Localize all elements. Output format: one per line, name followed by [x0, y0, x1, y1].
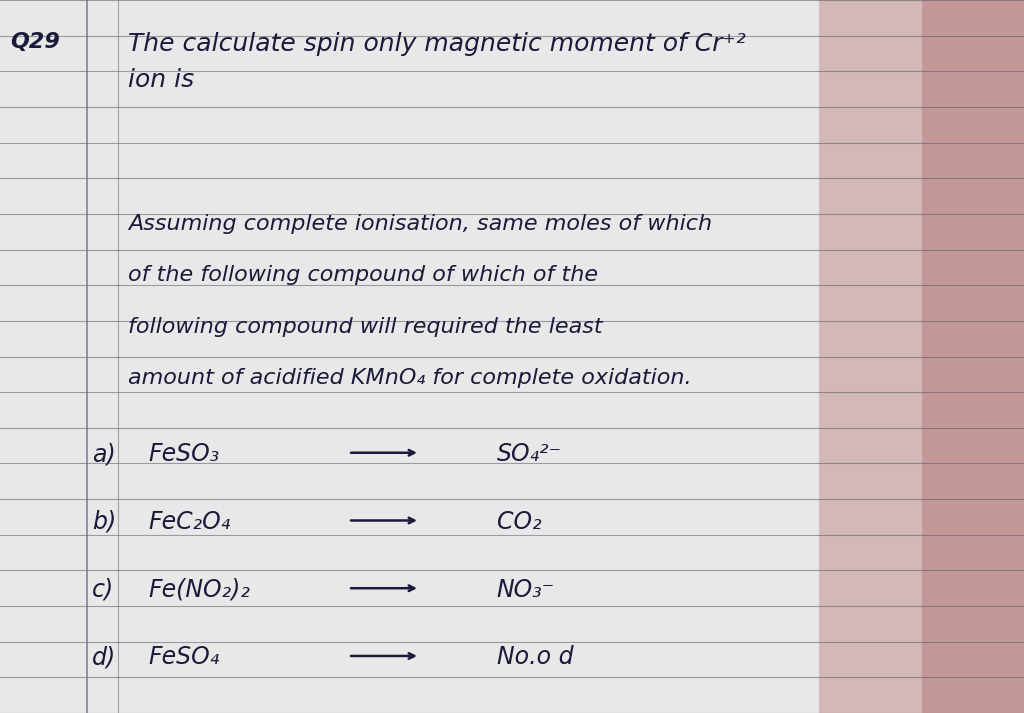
Text: c): c) — [92, 578, 115, 602]
Text: No.o d: No.o d — [497, 645, 573, 670]
Bar — [819, 0, 1024, 713]
Text: following compound will required the least: following compound will required the lea… — [128, 317, 603, 337]
Bar — [922, 0, 1024, 713]
Text: ion is: ion is — [128, 68, 195, 92]
Text: Q29: Q29 — [10, 32, 60, 52]
Text: NO₃⁻: NO₃⁻ — [497, 578, 555, 602]
Text: Fe(NO₂)₂: Fe(NO₂)₂ — [148, 578, 250, 602]
Text: amount of acidified KMnO₄ for complete oxidation.: amount of acidified KMnO₄ for complete o… — [128, 368, 691, 388]
Text: of the following compound of which of the: of the following compound of which of th… — [128, 265, 598, 285]
Text: a): a) — [92, 442, 116, 466]
Text: d): d) — [92, 645, 117, 670]
Text: CO₂: CO₂ — [497, 510, 542, 534]
Text: The calculate spin only magnetic moment of Cr⁺²: The calculate spin only magnetic moment … — [128, 32, 745, 56]
Text: Assuming complete ionisation, same moles of which: Assuming complete ionisation, same moles… — [128, 214, 712, 234]
Text: FeSO₃: FeSO₃ — [148, 442, 220, 466]
Text: FeSO₄: FeSO₄ — [148, 645, 220, 670]
Text: FeC₂O₄: FeC₂O₄ — [148, 510, 230, 534]
Text: SO₄²⁻: SO₄²⁻ — [497, 442, 562, 466]
Text: b): b) — [92, 510, 117, 534]
